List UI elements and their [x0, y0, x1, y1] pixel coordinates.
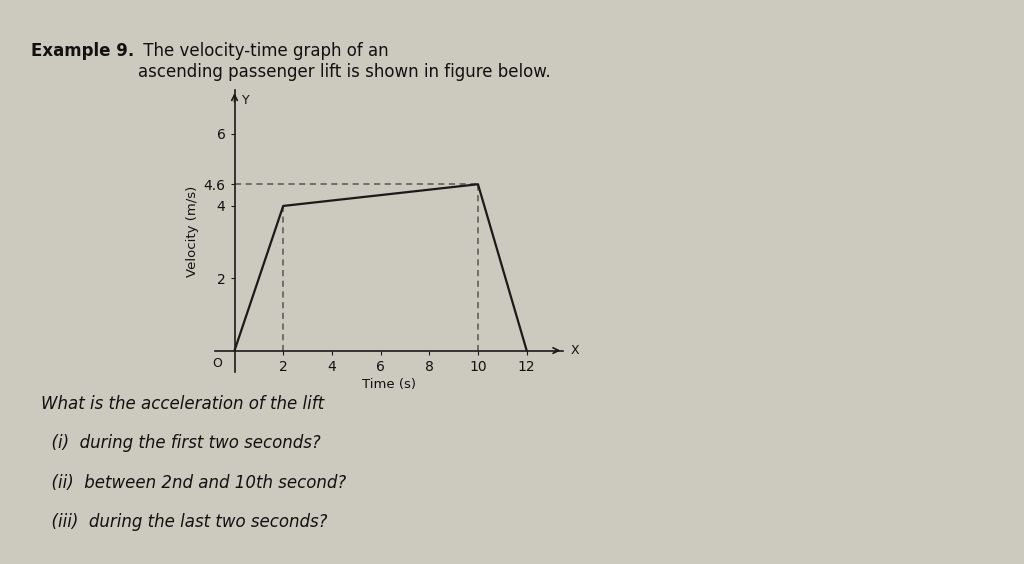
Text: The velocity-time graph of an
ascending passenger lift is shown in figure below.: The velocity-time graph of an ascending … — [138, 42, 551, 81]
Text: Y: Y — [242, 94, 250, 107]
X-axis label: Time (s): Time (s) — [362, 378, 416, 391]
Text: Example 9.: Example 9. — [31, 42, 134, 60]
Y-axis label: Velocity (m/s): Velocity (m/s) — [186, 186, 200, 277]
Text: O: O — [212, 356, 222, 369]
Text: (ii)  between 2nd and 10th second?: (ii) between 2nd and 10th second? — [41, 474, 346, 492]
Text: (iii)  during the last two seconds?: (iii) during the last two seconds? — [41, 513, 328, 531]
Text: (i)  during the first two seconds?: (i) during the first two seconds? — [41, 434, 321, 452]
Text: X: X — [570, 344, 580, 357]
Text: What is the acceleration of the lift: What is the acceleration of the lift — [41, 395, 324, 413]
